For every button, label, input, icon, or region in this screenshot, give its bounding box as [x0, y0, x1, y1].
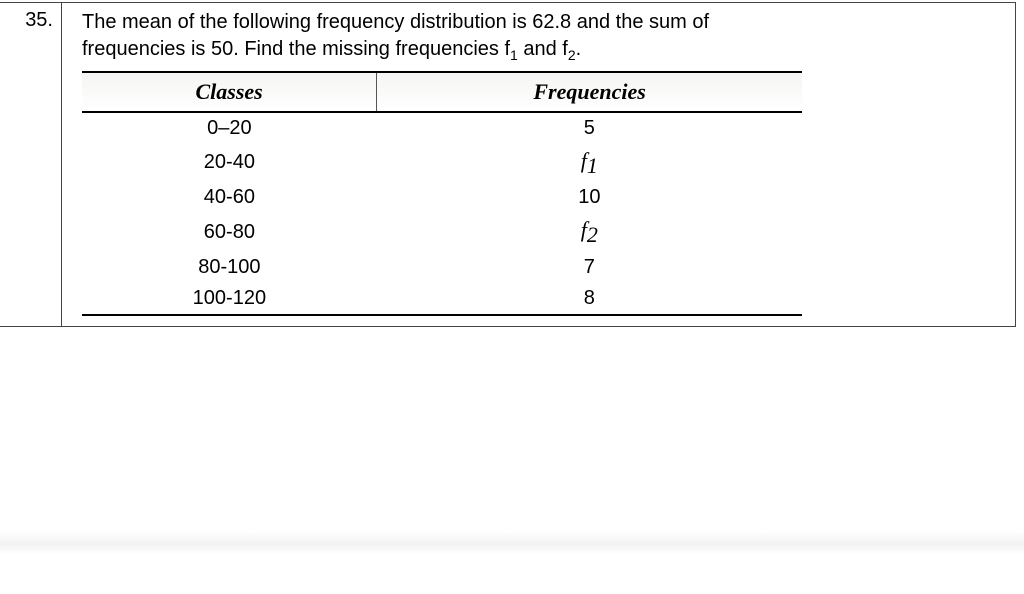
cell-frequency: 7 — [377, 252, 802, 283]
question-content: The mean of the following frequency dist… — [62, 3, 1015, 326]
cell-frequency: 8 — [377, 283, 802, 315]
table-row: 60-80 f2 — [82, 213, 802, 252]
cell-class: 60-80 — [82, 213, 377, 252]
page: 35. The mean of the following frequency … — [0, 2, 1024, 594]
cell-class: 100-120 — [82, 283, 377, 315]
freq-var-sub: 1 — [587, 153, 598, 178]
cell-class: 80-100 — [82, 252, 377, 283]
table-row: 20-40 f1 — [82, 144, 802, 183]
question-number-cell: 35. — [0, 3, 62, 326]
question-text: The mean of the following frequency dist… — [82, 9, 1005, 65]
scan-shadow — [0, 530, 1024, 554]
question-sub1: 1 — [510, 47, 518, 63]
question-sub2: 2 — [568, 47, 576, 63]
cell-frequency: 10 — [377, 182, 802, 213]
header-frequencies: Frequencies — [377, 72, 802, 112]
question-number: 35. — [25, 9, 53, 31]
frequency-table: Classes Frequencies 0–20 5 20-40 f1 — [82, 71, 802, 316]
table-row: 80-100 7 — [82, 252, 802, 283]
cell-class: 40-60 — [82, 182, 377, 213]
cell-frequency: 5 — [377, 112, 802, 144]
question-line1: The mean of the following frequency dist… — [82, 11, 709, 33]
table-row: 40-60 10 — [82, 182, 802, 213]
cell-class: 0–20 — [82, 112, 377, 144]
header-classes: Classes — [82, 72, 377, 112]
cell-class: 20-40 — [82, 144, 377, 183]
freq-var-sub: 2 — [587, 222, 598, 247]
cell-frequency: f2 — [377, 213, 802, 252]
table-header-row: Classes Frequencies — [82, 72, 802, 112]
table-row: 0–20 5 — [82, 112, 802, 144]
question-line2-mid: and f — [518, 38, 568, 60]
question-line2-prefix: frequencies is 50. Find the missing freq… — [82, 38, 510, 60]
cell-frequency: f1 — [377, 144, 802, 183]
question-block: 35. The mean of the following frequency … — [0, 2, 1016, 327]
question-line2-suffix: . — [576, 38, 582, 60]
table-row: 100-120 8 — [82, 283, 802, 315]
